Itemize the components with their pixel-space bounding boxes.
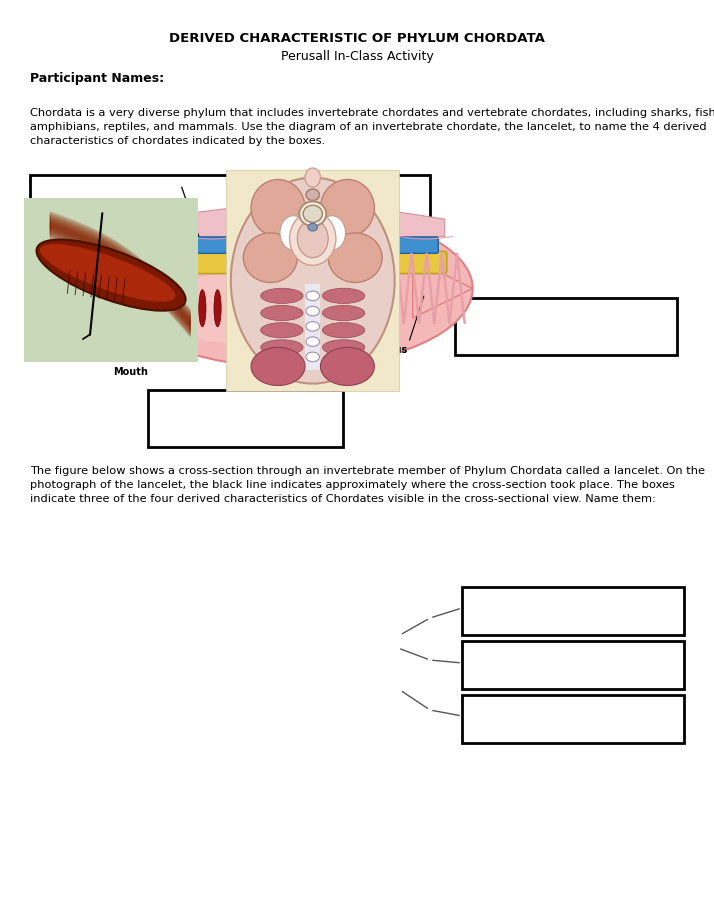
- Bar: [462, 641, 684, 689]
- Ellipse shape: [306, 306, 319, 316]
- Polygon shape: [153, 204, 445, 236]
- Ellipse shape: [261, 322, 303, 338]
- Ellipse shape: [299, 201, 326, 226]
- Text: Anus: Anus: [376, 298, 407, 308]
- Ellipse shape: [321, 347, 374, 386]
- Ellipse shape: [113, 210, 473, 367]
- Text: Chordata is a very diverse phylum that includes invertebrate chordates and verte: Chordata is a very diverse phylum that i…: [30, 108, 714, 146]
- Ellipse shape: [275, 290, 282, 327]
- Ellipse shape: [261, 340, 303, 355]
- Ellipse shape: [244, 290, 251, 327]
- Ellipse shape: [251, 347, 305, 386]
- Ellipse shape: [328, 233, 382, 282]
- Bar: [255, 175, 430, 230]
- Ellipse shape: [306, 189, 319, 200]
- Ellipse shape: [261, 288, 303, 304]
- Bar: [462, 587, 684, 635]
- Ellipse shape: [322, 306, 365, 320]
- Text: DERIVED CHARACTERISTIC OF PHYLUM CHORDATA: DERIVED CHARACTERISTIC OF PHYLUM CHORDAT…: [169, 32, 545, 45]
- Ellipse shape: [243, 233, 297, 282]
- Ellipse shape: [280, 216, 307, 250]
- Ellipse shape: [260, 290, 267, 327]
- Bar: [30, 175, 235, 230]
- Ellipse shape: [154, 290, 161, 327]
- Ellipse shape: [107, 264, 135, 304]
- Ellipse shape: [307, 327, 318, 339]
- Text: Participant Names:: Participant Names:: [30, 72, 164, 85]
- Ellipse shape: [303, 205, 322, 222]
- Ellipse shape: [321, 179, 374, 236]
- Ellipse shape: [308, 223, 318, 231]
- Ellipse shape: [297, 220, 328, 258]
- Ellipse shape: [322, 340, 365, 355]
- Ellipse shape: [153, 273, 313, 342]
- Bar: [148, 390, 343, 447]
- Ellipse shape: [36, 240, 186, 311]
- Ellipse shape: [183, 290, 191, 327]
- Bar: [305, 284, 321, 370]
- Ellipse shape: [306, 321, 319, 331]
- Ellipse shape: [251, 179, 305, 236]
- Ellipse shape: [40, 244, 175, 302]
- Ellipse shape: [305, 168, 321, 187]
- Text: Muscle blocks: Muscle blocks: [288, 322, 375, 332]
- Polygon shape: [413, 258, 473, 318]
- FancyBboxPatch shape: [131, 237, 438, 253]
- FancyBboxPatch shape: [131, 251, 447, 273]
- Ellipse shape: [198, 290, 206, 327]
- Ellipse shape: [101, 254, 149, 313]
- Ellipse shape: [97, 224, 185, 353]
- Ellipse shape: [214, 290, 221, 327]
- Ellipse shape: [290, 212, 336, 265]
- Ellipse shape: [261, 306, 303, 320]
- Ellipse shape: [231, 177, 395, 384]
- Bar: [462, 695, 684, 743]
- Bar: [455, 298, 677, 355]
- Ellipse shape: [306, 337, 319, 346]
- Ellipse shape: [306, 353, 319, 362]
- Ellipse shape: [318, 216, 346, 250]
- Ellipse shape: [322, 322, 365, 338]
- Text: Anus: Anus: [381, 344, 408, 354]
- Text: Mouth: Mouth: [113, 367, 148, 377]
- Ellipse shape: [322, 288, 365, 304]
- Text: Perusall In-Class Activity: Perusall In-Class Activity: [281, 50, 433, 63]
- Text: The figure below shows a cross-section through an invertebrate member of Phylum : The figure below shows a cross-section t…: [30, 466, 705, 504]
- Text: Mouth: Mouth: [108, 348, 148, 358]
- Ellipse shape: [306, 291, 319, 301]
- Ellipse shape: [169, 290, 176, 327]
- Ellipse shape: [229, 290, 236, 327]
- Text: Muscle blocks: Muscle blocks: [301, 375, 378, 384]
